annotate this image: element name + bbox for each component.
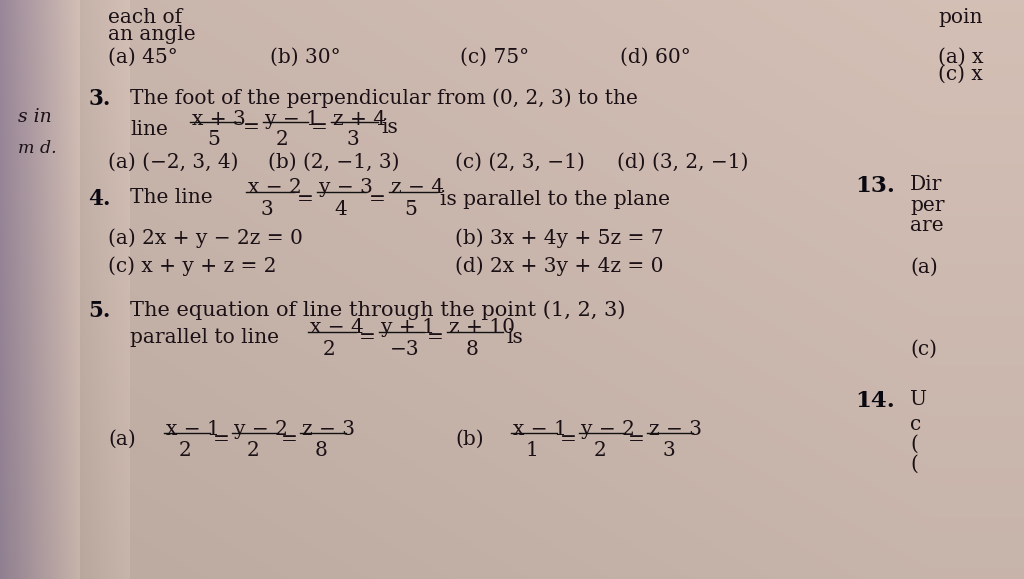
Text: 3: 3 [261,200,273,219]
Text: y − 3: y − 3 [319,178,373,197]
Text: The equation of line through the point (1, 2, 3): The equation of line through the point (… [130,300,626,320]
Text: 3.: 3. [88,88,111,110]
Text: 2: 2 [594,441,607,460]
Text: z − 3: z − 3 [649,420,702,439]
Text: y − 1: y − 1 [265,110,319,129]
Text: 1: 1 [526,441,539,460]
Text: y − 2: y − 2 [581,420,635,439]
Text: −3: −3 [390,340,420,359]
Text: z + 10: z + 10 [449,318,515,337]
Text: per: per [910,196,944,215]
Text: 2: 2 [276,130,289,149]
Text: an angle: an angle [108,25,196,44]
Text: (b) 3x + 4y + 5z = 7: (b) 3x + 4y + 5z = 7 [455,228,664,248]
Text: 3: 3 [662,441,675,460]
Text: (b) 30°: (b) 30° [270,48,341,67]
Text: parallel to line: parallel to line [130,328,279,347]
Text: poin: poin [938,8,982,27]
Text: m d.: m d. [18,140,56,157]
Text: are: are [910,216,944,235]
Text: =: = [243,118,260,137]
Text: (c): (c) [910,340,937,359]
Text: 5: 5 [404,200,417,219]
Text: (a) 2x + y − 2z = 0: (a) 2x + y − 2z = 0 [108,228,303,248]
Text: z + 4: z + 4 [333,110,386,129]
Text: 5.: 5. [88,300,111,322]
Text: is parallel to the plane: is parallel to the plane [440,190,670,209]
Text: (b): (b) [455,430,483,449]
Text: (a): (a) [108,430,136,449]
Text: 2: 2 [323,340,336,359]
Text: =: = [311,118,328,137]
Text: line: line [130,120,168,139]
Text: 5: 5 [207,130,220,149]
Text: x − 1: x − 1 [513,420,567,439]
Text: (: ( [910,435,918,454]
Text: =: = [628,430,645,449]
Text: =: = [213,430,229,449]
Text: x − 1: x − 1 [166,420,220,439]
Text: The line: The line [130,188,213,207]
Text: 8: 8 [315,441,328,460]
Text: =: = [297,190,314,209]
Text: 4: 4 [334,200,347,219]
Text: 4.: 4. [88,188,111,210]
Text: (a) (−2, 3, 4): (a) (−2, 3, 4) [108,153,239,172]
Text: =: = [359,328,376,347]
Text: (d) 2x + 3y + 4z = 0: (d) 2x + 3y + 4z = 0 [455,256,664,276]
Text: c: c [910,415,922,434]
Text: 2: 2 [247,441,260,460]
Text: U: U [910,390,927,409]
Text: (c) 75°: (c) 75° [460,48,529,67]
Text: =: = [281,430,298,449]
Text: (: ( [910,455,918,474]
Text: x + 3: x + 3 [193,110,246,129]
Text: (a): (a) [910,258,938,277]
Text: 2: 2 [179,441,191,460]
Text: Dir: Dir [910,175,942,194]
Text: =: = [560,430,577,449]
Text: 13.: 13. [855,175,895,197]
Text: 3: 3 [346,130,358,149]
Text: is: is [381,118,397,137]
Text: =: = [369,190,386,209]
Text: (c) (2, 3, −1): (c) (2, 3, −1) [455,153,585,172]
Text: s in: s in [18,108,52,126]
Text: each of: each of [108,8,188,27]
Text: y + 1: y + 1 [381,318,435,337]
Text: z − 3: z − 3 [302,420,355,439]
Text: x − 2: x − 2 [248,178,302,197]
Text: (c) x + y + z = 2: (c) x + y + z = 2 [108,256,276,276]
Text: (b) (2, −1, 3): (b) (2, −1, 3) [268,153,399,172]
Text: The foot of the perpendicular from (0, 2, 3) to the: The foot of the perpendicular from (0, 2… [130,88,638,108]
Text: is: is [506,328,522,347]
Text: (c) x: (c) x [938,65,983,84]
Text: (d) (3, 2, −1): (d) (3, 2, −1) [617,153,749,172]
Text: (d) 60°: (d) 60° [620,48,691,67]
Text: x − 4: x − 4 [310,318,364,337]
Text: y − 2: y − 2 [234,420,288,439]
Text: (a) 45°: (a) 45° [108,48,178,67]
Text: (a) x: (a) x [938,48,983,67]
Text: 8: 8 [466,340,479,359]
Text: 14.: 14. [855,390,895,412]
Text: =: = [427,328,443,347]
Text: z − 4: z − 4 [391,178,444,197]
